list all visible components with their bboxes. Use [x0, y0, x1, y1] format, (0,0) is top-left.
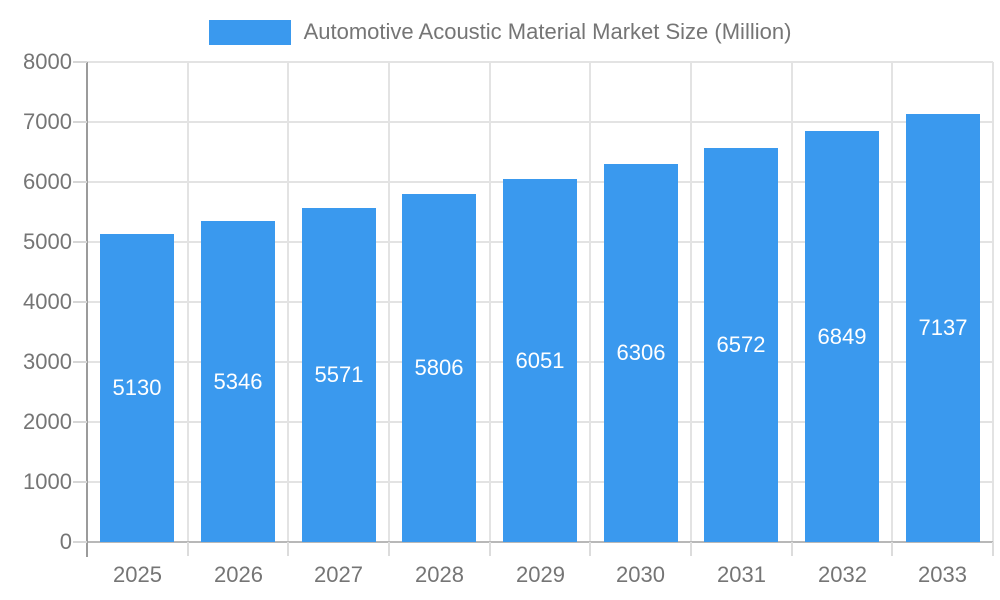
- x-axis-tick: [992, 542, 994, 556]
- y-axis-tick: [73, 361, 87, 363]
- bar-value-label: 7137: [918, 315, 968, 340]
- y-tick-label: 7000: [23, 109, 72, 134]
- y-tick-label: 6000: [23, 169, 72, 194]
- y-tick-label: 4000: [23, 289, 72, 314]
- x-axis-tick: [187, 542, 189, 556]
- v-gridline: [690, 62, 692, 542]
- bar: 5571: [302, 208, 376, 542]
- bar: 6849: [805, 131, 879, 542]
- x-tick-label: 2032: [818, 562, 867, 587]
- y-axis-tick: [73, 301, 87, 303]
- bar-value-label: 5571: [314, 362, 364, 387]
- x-axis-tick: [489, 542, 491, 556]
- x-axis-tick: [388, 542, 390, 556]
- x-axis-tick: [287, 542, 289, 556]
- v-gridline: [891, 62, 893, 542]
- y-tick-label: 0: [59, 529, 72, 554]
- y-axis-tick: [73, 181, 87, 183]
- bar: 7137: [906, 114, 980, 542]
- v-gridline: [992, 62, 994, 542]
- x-tick-label: 2030: [616, 562, 665, 587]
- y-tick-label: 8000: [23, 49, 72, 74]
- x-tick-label: 2028: [415, 562, 464, 587]
- bar-value-label: 6849: [817, 323, 867, 349]
- bar: 6051: [503, 179, 577, 542]
- bar-value-label: 6572: [716, 332, 766, 357]
- x-tick-label: 2029: [516, 562, 565, 587]
- h-gridline: [87, 61, 993, 63]
- bar-value-label: 5806: [414, 355, 464, 380]
- v-gridline: [489, 62, 491, 542]
- bar-value-label: 5346: [213, 368, 263, 394]
- y-tick-label: 2000: [23, 409, 72, 434]
- x-axis-tick: [891, 542, 893, 556]
- h-gridline: [87, 121, 993, 123]
- y-tick-label: 3000: [23, 349, 72, 374]
- v-gridline: [791, 62, 793, 542]
- y-axis-line: [86, 62, 88, 557]
- y-axis-tick: [73, 541, 87, 543]
- bar: 6572: [704, 148, 778, 542]
- y-tick-label: 5000: [23, 229, 72, 254]
- x-axis-tick: [690, 542, 692, 556]
- legend-label: Automotive Acoustic Material Market Size…: [303, 19, 792, 44]
- v-gridline: [187, 62, 189, 542]
- y-axis-tick: [73, 61, 87, 63]
- bar: 5130: [100, 234, 174, 542]
- x-tick-label: 2026: [214, 562, 263, 587]
- v-gridline: [589, 62, 591, 542]
- bar: 5346: [201, 221, 275, 542]
- y-tick-label: 1000: [23, 469, 72, 494]
- y-axis-tick: [73, 421, 87, 423]
- bar-value-label: 6306: [616, 340, 666, 365]
- bar-value-label: 6051: [515, 347, 565, 373]
- bar: 5806: [402, 194, 476, 542]
- x-axis-tick: [589, 542, 591, 556]
- v-gridline: [287, 62, 289, 542]
- v-gridline: [388, 62, 390, 542]
- x-tick-label: 2031: [717, 562, 766, 587]
- legend-swatch: [208, 19, 291, 45]
- x-tick-label: 2027: [314, 562, 363, 587]
- x-tick-label: 2033: [918, 562, 967, 587]
- x-tick-label: 2025: [113, 562, 162, 587]
- y-axis-tick: [73, 121, 87, 123]
- x-axis-line: [87, 541, 993, 543]
- y-axis-tick: [73, 481, 87, 483]
- plot-area: 5130 5346 5571 5806 6051 6306 6572 6849 7137: [87, 61, 994, 543]
- bar: 6306: [604, 164, 678, 542]
- y-axis-tick: [73, 241, 87, 243]
- bar-value-label: 5130: [112, 375, 162, 400]
- x-axis-tick: [791, 542, 793, 556]
- legend: Automotive Acoustic Material Market Size…: [0, 14, 1000, 50]
